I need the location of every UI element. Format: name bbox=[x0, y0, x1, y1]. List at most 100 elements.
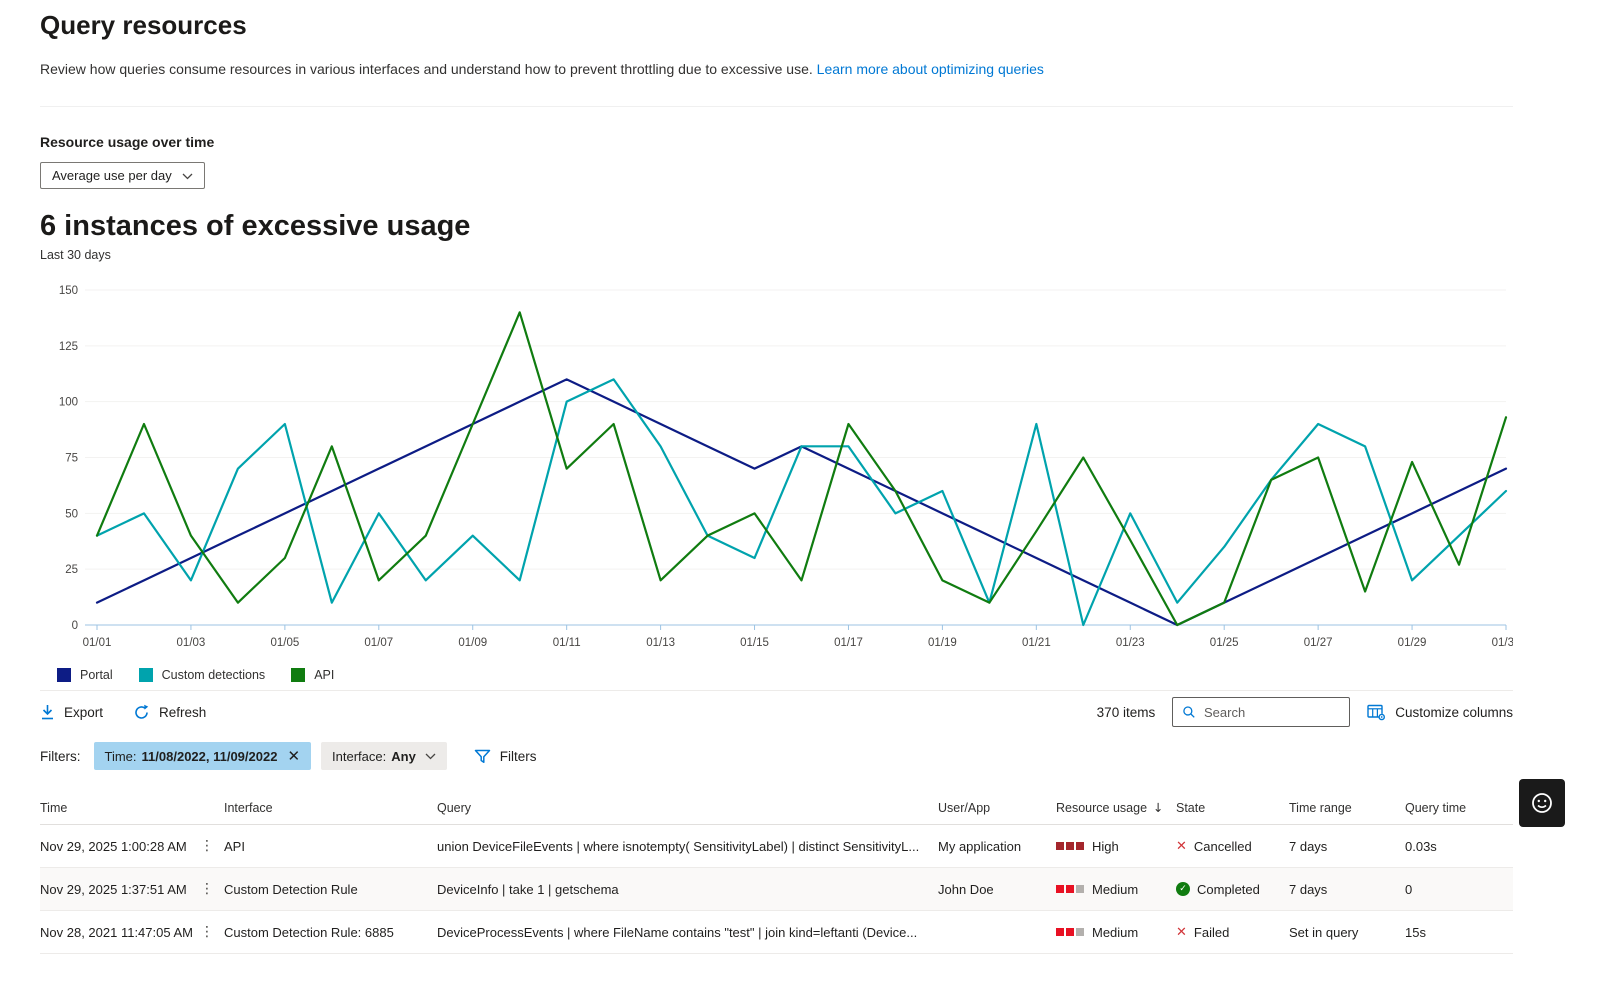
cell-query-time: 15s bbox=[1405, 924, 1426, 940]
cell-interface: Custom Detection Rule bbox=[224, 881, 358, 897]
cell-state: ✕ Failed bbox=[1176, 925, 1289, 940]
legend-item-custom-detections[interactable]: Custom detections bbox=[138, 668, 265, 682]
usage-square bbox=[1066, 928, 1074, 936]
cell-time: Nov 29, 2025 1:37:51 AM bbox=[40, 881, 187, 897]
close-icon[interactable]: ✕ bbox=[287, 746, 301, 765]
x-axis-tick-label: 01/17 bbox=[834, 637, 863, 649]
time-filter-chip[interactable]: Time: 11/08/2022, 11/09/2022 ✕ bbox=[93, 742, 312, 770]
filters-button[interactable]: Filters bbox=[474, 749, 537, 764]
usage-mode-dropdown-value: Average use per day bbox=[52, 168, 172, 183]
x-axis-tick-label: 01/07 bbox=[364, 637, 393, 649]
refresh-icon bbox=[135, 704, 149, 719]
x-axis-tick-label: 01/31 bbox=[1492, 637, 1513, 649]
column-header-user-app[interactable]: User/App bbox=[938, 801, 1056, 815]
legend-swatch bbox=[291, 668, 306, 682]
y-axis-tick-label: 50 bbox=[65, 508, 78, 520]
column-header-query[interactable]: Query bbox=[437, 801, 938, 815]
cell-query: DeviceProcessEvents | where FileName con… bbox=[437, 924, 918, 940]
table-row[interactable]: Nov 29, 2025 1:00:28 AM ⋮ API union DeviceF… bbox=[40, 825, 1513, 868]
more-actions-icon[interactable]: ⋮ bbox=[200, 881, 214, 897]
filters-row: Filters: Time: 11/08/2022, 11/09/2022 ✕ … bbox=[40, 742, 1513, 770]
state-label: Cancelled bbox=[1193, 838, 1252, 854]
query-table: Time Interface Query User/App Resource usage… bbox=[40, 800, 1513, 954]
learn-more-link[interactable]: Learn more about optimizing queries bbox=[816, 61, 1044, 77]
column-header-query-time[interactable]: Query time bbox=[1405, 801, 1513, 815]
toolbar-divider bbox=[40, 690, 1513, 691]
x-axis-tick-label: 01/29 bbox=[1398, 637, 1427, 649]
x-axis-tick-label: 01/21 bbox=[1022, 637, 1051, 649]
interface-filter-chip[interactable]: Interface: Any bbox=[321, 742, 447, 770]
legend-label: Portal bbox=[80, 668, 113, 682]
table-row[interactable]: Nov 28, 2021 11:47:05 AM ⋮ Custom Detectio… bbox=[40, 911, 1513, 954]
usage-mode-dropdown[interactable]: Average use per day bbox=[40, 162, 205, 189]
column-header-label: Time bbox=[40, 800, 68, 815]
customize-columns-label: Customize columns bbox=[1395, 704, 1513, 720]
cell-user-app: John Doe bbox=[938, 881, 994, 897]
x-axis-tick-label: 01/01 bbox=[83, 637, 112, 649]
cell-interface: API bbox=[224, 838, 245, 854]
legend-label: API bbox=[314, 668, 335, 682]
table-header: Time Interface Query User/App Resource usage… bbox=[40, 800, 1513, 825]
search-input[interactable] bbox=[1204, 704, 1341, 720]
legend-swatch bbox=[138, 668, 153, 682]
y-axis-tick-label: 75 bbox=[65, 453, 78, 465]
resource-usage-chart: 0 25 50 75 100 125 150 01/01 01/03 01/05 01/07 01/0… bbox=[40, 275, 1513, 682]
x-axis-tick-label: 01/03 bbox=[177, 637, 206, 649]
excessive-usage-heading: 6 instances of excessive usage bbox=[40, 210, 471, 242]
y-axis-tick-label: 125 bbox=[59, 341, 78, 353]
y-axis-tick-label: 100 bbox=[59, 397, 78, 409]
column-header-time-range[interactable]: Time range bbox=[1289, 801, 1405, 815]
cell-time-range: 7 days bbox=[1289, 838, 1328, 854]
time-filter-prefix: Time: bbox=[104, 748, 137, 764]
legend-swatch bbox=[57, 668, 71, 682]
time-filter-value: 11/08/2022, 11/09/2022 bbox=[141, 748, 278, 764]
cell-state: ✓ Completed bbox=[1176, 882, 1289, 897]
column-header-state[interactable]: State bbox=[1176, 801, 1289, 815]
cell-time: Nov 29, 2025 1:00:28 AM bbox=[40, 838, 187, 854]
y-axis-tick-label: 0 bbox=[72, 620, 78, 632]
page-description-text: Review how queries consume resources in … bbox=[40, 61, 813, 77]
toolbar: Export Refresh 370 items bbox=[40, 691, 1513, 733]
resource-usage-meter bbox=[1056, 842, 1084, 850]
filters-label: Filters: bbox=[40, 748, 81, 764]
column-header-label: Resource usage bbox=[1056, 801, 1148, 815]
usage-label: Medium bbox=[1092, 924, 1139, 940]
feedback-smiley-icon bbox=[1532, 793, 1552, 813]
column-header-resource-usage[interactable]: Resource usage ↓ bbox=[1056, 800, 1176, 815]
x-axis-tick-label: 01/19 bbox=[928, 637, 957, 649]
usage-chart: 0 25 50 75 100 125 150 01/01 01/03 01/05 01/07 01/0… bbox=[59, 285, 1513, 649]
usage-square bbox=[1056, 842, 1064, 850]
items-count: 370 items bbox=[1096, 704, 1156, 720]
sort-descending-icon: ↓ bbox=[1153, 800, 1164, 815]
failed-cross-icon: ✕ bbox=[1176, 924, 1187, 940]
refresh-button[interactable]: Refresh bbox=[133, 704, 206, 721]
refresh-label: Refresh bbox=[159, 704, 207, 720]
search-box[interactable] bbox=[1172, 697, 1351, 727]
feedback-button[interactable] bbox=[1519, 779, 1565, 827]
chevron-down-icon bbox=[425, 753, 436, 759]
legend-item-api[interactable]: API bbox=[291, 668, 334, 682]
column-header-time[interactable]: Time bbox=[40, 801, 200, 815]
cell-query-time: 0 bbox=[1405, 881, 1413, 897]
column-header-label: State bbox=[1176, 800, 1206, 815]
more-actions-icon[interactable]: ⋮ bbox=[200, 924, 214, 940]
export-button[interactable]: Export bbox=[40, 704, 103, 721]
customize-columns-icon bbox=[1367, 704, 1386, 720]
completed-check-icon: ✓ bbox=[1176, 882, 1190, 896]
column-header-interface[interactable]: Interface bbox=[224, 801, 437, 815]
interface-filter-prefix: Interface: bbox=[332, 748, 387, 764]
x-axis-tick-label: 01/23 bbox=[1116, 637, 1145, 649]
page-title: Query resources bbox=[40, 10, 247, 40]
customize-columns-button[interactable]: Customize columns bbox=[1367, 704, 1513, 721]
table-row[interactable]: Nov 29, 2025 1:37:51 AM ⋮ Custom Detection… bbox=[40, 868, 1513, 911]
legend-item-portal[interactable]: Portal bbox=[57, 668, 113, 682]
y-axis-tick-label: 150 bbox=[59, 285, 78, 297]
more-actions-icon[interactable]: ⋮ bbox=[200, 838, 214, 854]
toolbar-right: 370 items Customize columns bbox=[1097, 697, 1513, 727]
cell-state: ✕ Cancelled bbox=[1176, 839, 1289, 854]
usage-label: Medium bbox=[1092, 881, 1139, 897]
x-axis-tick-label: 01/15 bbox=[740, 637, 769, 649]
table-body: Nov 29, 2025 1:00:28 AM ⋮ API union DeviceF… bbox=[40, 825, 1513, 954]
cell-interface: Custom Detection Rule: 6885 bbox=[224, 924, 394, 940]
excessive-usage-subheading: Last 30 days bbox=[40, 248, 111, 262]
